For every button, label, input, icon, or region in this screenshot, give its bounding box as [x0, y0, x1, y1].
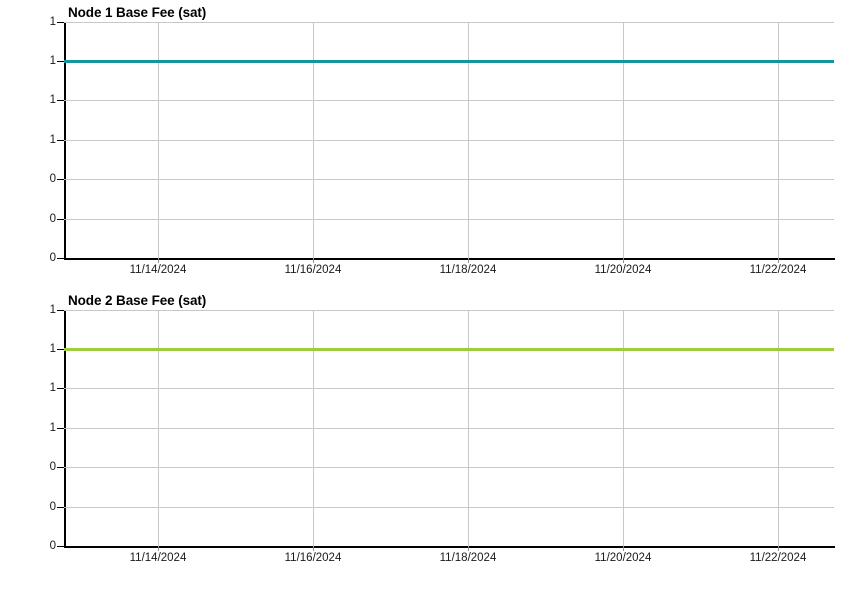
x-axis-label-node-2: 11/22/2024: [749, 552, 807, 564]
x-axis-label-node-1: 11/18/2024: [439, 264, 497, 276]
y-axis-label-node-2: 1: [49, 382, 56, 394]
y-tick-node-2: [57, 349, 64, 350]
gridline-vertical: [158, 22, 159, 258]
x-axis-label-node-2: 11/16/2024: [284, 552, 342, 564]
y-axis-label-node-2: 1: [49, 422, 56, 434]
x-tick-node-2: [468, 546, 469, 551]
x-tick-node-1: [313, 258, 314, 263]
y-tick-node-2: [57, 428, 64, 429]
x-tick-node-2: [778, 546, 779, 551]
y-tick-node-2: [57, 467, 64, 468]
y-tick-node-1: [57, 140, 64, 141]
y-tick-node-1: [57, 179, 64, 180]
chart-panel-node-1: Node 1 Base Fee (sat) 1 1 1 1 0 0 0: [0, 0, 860, 288]
gridline-vertical: [778, 22, 779, 258]
gridline-vertical: [313, 310, 314, 546]
x-axis-label-node-2: 11/18/2024: [439, 552, 497, 564]
gridline-horizontal: [64, 140, 834, 141]
gridline-horizontal: [64, 100, 834, 101]
gridline-vertical: [778, 310, 779, 546]
y-axis-label-node-2: 0: [49, 461, 56, 473]
y-axis-label-node-1: 0: [49, 173, 56, 185]
x-tick-node-1: [468, 258, 469, 263]
chart-title-node-2: Node 2 Base Fee (sat): [68, 293, 207, 308]
y-tick-node-1: [57, 258, 64, 259]
gridline-horizontal: [64, 507, 834, 508]
x-axis-line-node-2: [64, 546, 835, 548]
y-tick-node-2: [57, 388, 64, 389]
x-axis-line-node-1: [64, 258, 835, 260]
x-tick-node-2: [313, 546, 314, 551]
gridline-horizontal: [64, 219, 834, 220]
data-series-line-node-1: [64, 60, 834, 63]
gridline-vertical: [468, 310, 469, 546]
y-axis-label-node-1: 0: [49, 213, 56, 225]
y-tick-node-1: [57, 61, 64, 62]
gridline-vertical: [313, 22, 314, 258]
x-tick-node-1: [158, 258, 159, 263]
gridline-horizontal: [64, 22, 834, 23]
plot-area-node-1: [64, 22, 834, 258]
data-series-line-node-2: [64, 348, 834, 351]
y-axis-label-node-1: 1: [49, 16, 56, 28]
x-axis-label-node-2: 11/14/2024: [129, 552, 187, 564]
x-axis-label-node-1: 11/14/2024: [129, 264, 187, 276]
y-tick-node-1: [57, 22, 64, 23]
gridline-horizontal: [64, 428, 834, 429]
y-axis-label-node-1: 1: [49, 94, 56, 106]
y-axis-label-node-2: 0: [49, 501, 56, 513]
y-tick-node-2: [57, 310, 64, 311]
x-axis-label-node-1: 11/22/2024: [749, 264, 807, 276]
y-axis-label-node-1: 1: [49, 55, 56, 67]
y-axis-label-node-2: 1: [49, 343, 56, 355]
gridline-vertical: [623, 22, 624, 258]
chart-panel-node-2: Node 2 Base Fee (sat) 1 1 1 1 0 0 0: [0, 288, 860, 576]
y-tick-node-2: [57, 546, 64, 547]
gridline-horizontal: [64, 388, 834, 389]
y-axis-label-node-2: 1: [49, 304, 56, 316]
gridline-horizontal: [64, 467, 834, 468]
gridline-horizontal: [64, 310, 834, 311]
y-axis-label-node-1: 0: [49, 252, 56, 264]
y-axis-label-node-1: 1: [49, 134, 56, 146]
x-axis-label-node-2: 11/20/2024: [594, 552, 652, 564]
plot-area-node-2: [64, 310, 834, 546]
gridline-vertical: [158, 310, 159, 546]
x-tick-node-2: [623, 546, 624, 551]
gridline-horizontal: [64, 179, 834, 180]
x-tick-node-1: [623, 258, 624, 263]
x-tick-node-2: [158, 546, 159, 551]
gridline-vertical: [468, 22, 469, 258]
y-axis-label-node-2: 0: [49, 540, 56, 552]
chart-title-node-1: Node 1 Base Fee (sat): [68, 5, 207, 20]
y-tick-node-1: [57, 219, 64, 220]
y-tick-node-1: [57, 100, 64, 101]
y-tick-node-2: [57, 507, 64, 508]
gridline-vertical: [623, 310, 624, 546]
x-tick-node-1: [778, 258, 779, 263]
x-axis-label-node-1: 11/16/2024: [284, 264, 342, 276]
x-axis-label-node-1: 11/20/2024: [594, 264, 652, 276]
